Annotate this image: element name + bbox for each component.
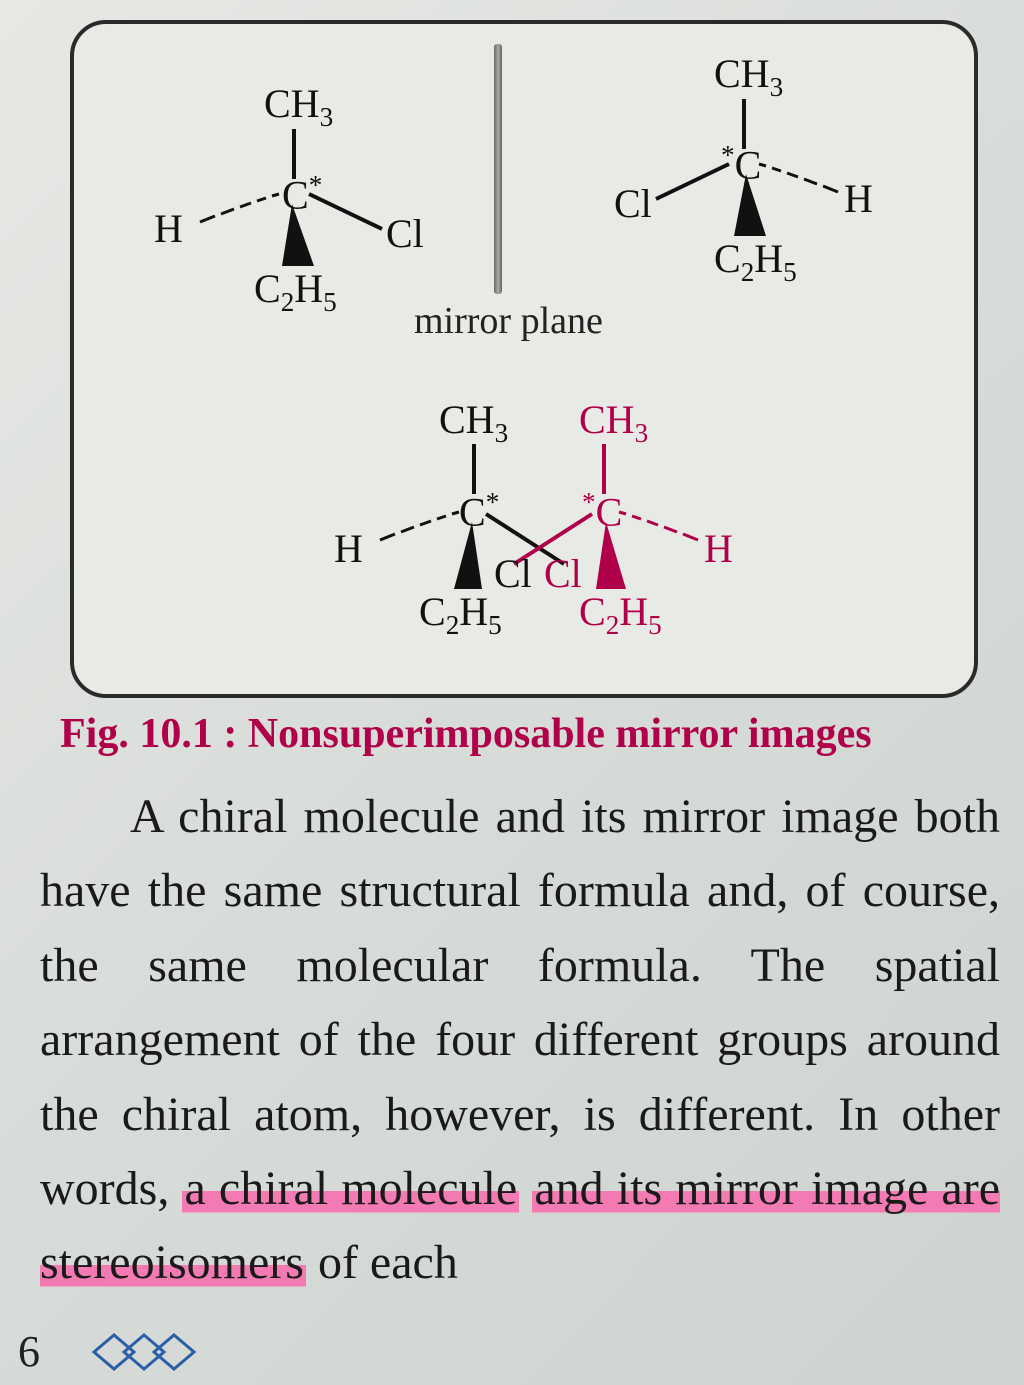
grp-ch3-l: CH3: [439, 400, 508, 447]
mirror-plane-line: [494, 44, 502, 294]
grp-c2h5-l: C2H5: [419, 592, 502, 639]
body-paragraph: A chiral molecule and its mirror image b…: [40, 780, 1000, 1301]
atom-c-star-l: C*: [459, 489, 499, 532]
atom-star-c-r: *C: [582, 489, 622, 532]
page-number: 6: [18, 1326, 40, 1377]
grp-ch3-r: CH3: [579, 400, 648, 447]
figure-caption: Fig. 10.1 : Nonsuperimposable mirror ima…: [60, 710, 980, 758]
molecule-overlay-bonds: [304, 364, 804, 674]
grp-ch3: CH3: [714, 54, 783, 101]
page-decoration-icon: [72, 1329, 222, 1375]
atom-cl: Cl: [386, 214, 424, 254]
highlight-1: a chiral molecule: [182, 1162, 519, 1215]
grp-ch3: CH3: [264, 84, 333, 131]
body-mid: [519, 1162, 532, 1215]
grp-c2h5-r: C2H5: [579, 592, 662, 639]
atom-cl-r: Cl: [544, 554, 582, 594]
molecule-right: CH3 *C Cl H C2H5: [544, 29, 944, 309]
molecule-left: CH3 C* H Cl C2H5: [114, 54, 474, 334]
grp-c2h5: C2H5: [714, 239, 797, 286]
atom-star-c: *C: [721, 142, 761, 185]
molecule-overlay: CH3 C* H Cl C2H5 CH3 *C H Cl C2H5: [304, 364, 804, 674]
figure-box: mirror plane CH3 C* H: [70, 20, 978, 698]
body-p2: of each: [306, 1236, 458, 1289]
page: mirror plane CH3 C* H: [0, 0, 1024, 1385]
atom-h-l: H: [334, 529, 363, 569]
atom-c-star: C*: [282, 172, 322, 215]
atom-cl-l: Cl: [494, 554, 532, 594]
grp-c2h5: C2H5: [254, 269, 337, 316]
atom-h: H: [154, 209, 183, 249]
atom-h-r: H: [704, 529, 733, 569]
body-p1: A chiral molecule and its mirror image b…: [40, 790, 1000, 1215]
atom-h: H: [844, 179, 873, 219]
atom-cl: Cl: [614, 184, 652, 224]
